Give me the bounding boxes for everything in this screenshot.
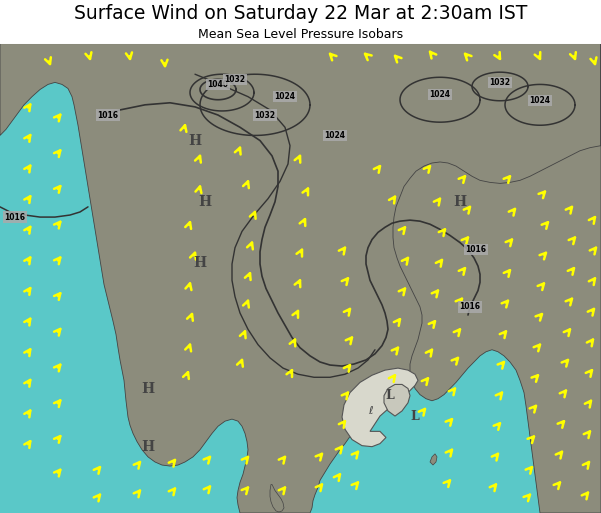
Text: ℓ: ℓ: [368, 406, 372, 416]
Text: 1024: 1024: [529, 96, 551, 105]
Text: H: H: [194, 256, 207, 270]
Text: H: H: [141, 440, 154, 453]
Text: H: H: [198, 195, 212, 209]
Text: H: H: [189, 133, 201, 148]
Text: Surface Wind on Saturday 22 Mar at 2:30am IST: Surface Wind on Saturday 22 Mar at 2:30a…: [74, 4, 527, 23]
Polygon shape: [384, 384, 410, 416]
Text: 1032: 1032: [254, 110, 275, 120]
Text: L: L: [410, 409, 419, 423]
Text: H: H: [141, 382, 154, 396]
Text: 1032: 1032: [225, 75, 245, 84]
Text: Mean Sea Level Pressure Isobars: Mean Sea Level Pressure Isobars: [198, 28, 403, 41]
Polygon shape: [393, 44, 601, 513]
Polygon shape: [270, 484, 284, 512]
Text: 1032: 1032: [489, 78, 510, 87]
Polygon shape: [342, 368, 418, 447]
Text: 1016: 1016: [4, 212, 25, 222]
Text: 1024: 1024: [430, 90, 451, 99]
Text: 1024: 1024: [275, 92, 296, 101]
Polygon shape: [430, 454, 437, 465]
Text: 1016: 1016: [97, 110, 118, 120]
Text: 1024: 1024: [325, 131, 346, 140]
Text: 1016: 1016: [460, 302, 481, 311]
Text: H: H: [453, 195, 466, 209]
Text: L: L: [386, 389, 394, 402]
Text: 1016: 1016: [466, 245, 486, 254]
Text: 1040: 1040: [207, 80, 228, 89]
Polygon shape: [0, 44, 601, 513]
